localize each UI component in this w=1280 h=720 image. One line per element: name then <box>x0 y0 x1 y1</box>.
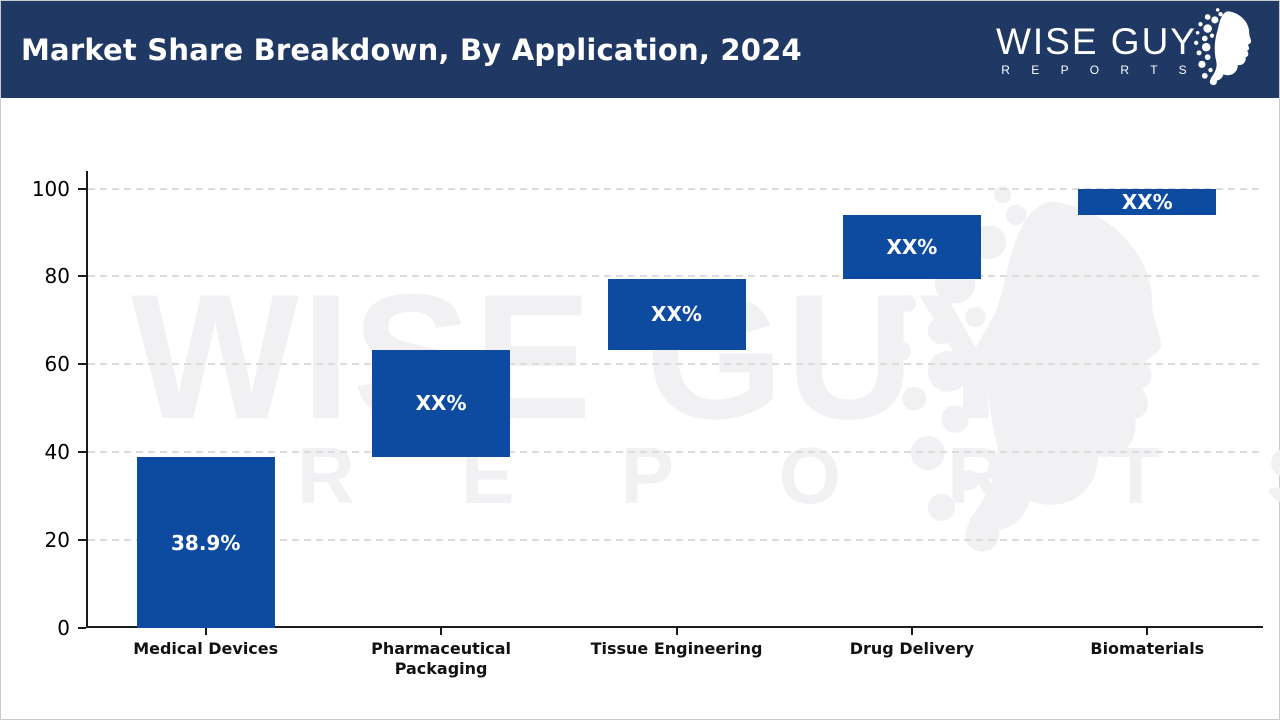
x-axis-tick-pharmaceutical-packaging <box>440 628 443 635</box>
bar-tissue-engineering: XX% <box>607 279 746 350</box>
y-tick-label-0: 0 <box>57 616 70 640</box>
y-axis-tick-0 <box>78 627 86 629</box>
header: Market Share Breakdown, By Application, … <box>1 1 1279 98</box>
gridline-100 <box>88 187 1263 190</box>
y-tick-label-60: 60 <box>44 352 70 377</box>
wiseguy-logo-text: WISE GUY R E P O R T S <box>995 20 1197 77</box>
x-axis-tick-drug-delivery <box>910 628 913 635</box>
y-axis-tick-40 <box>78 451 86 454</box>
y-tick-label-80: 80 <box>44 264 70 289</box>
bar-value-label-biomaterials: XX% <box>1121 189 1173 214</box>
y-axis-tick-20 <box>78 539 86 542</box>
x-axis-tick-tissue-engineering <box>675 628 678 635</box>
bar-medical-devices: 38.9% <box>136 457 275 628</box>
gridline-40 <box>88 451 1263 454</box>
gridline-20 <box>88 539 1263 542</box>
x-category-label-pharmaceutical-packaging: Pharmaceutical Packaging <box>371 639 512 678</box>
bar-value-label-medical-devices: 38.9% <box>170 530 241 555</box>
bar-value-label-pharmaceutical-packaging: XX% <box>415 391 467 416</box>
y-axis-tick-100 <box>78 187 86 190</box>
y-tick-label-20: 20 <box>44 528 70 553</box>
x-axis-tick-biomaterials <box>1146 628 1149 635</box>
x-category-label-tissue-engineering: Tissue Engineering <box>590 639 763 658</box>
bar-drug-delivery: XX% <box>842 215 981 280</box>
x-axis-tick-medical-devices <box>204 628 207 635</box>
bar-biomaterials: XX% <box>1078 188 1217 216</box>
y-axis-tick-80 <box>78 275 86 278</box>
x-category-label-biomaterials: Biomaterials <box>1090 639 1205 658</box>
wiseguy-face-icon <box>1183 7 1261 93</box>
gridline-60 <box>88 363 1263 366</box>
gridline-80 <box>88 275 1263 278</box>
bar-value-label-drug-delivery: XX% <box>886 235 938 260</box>
y-tick-label-40: 40 <box>44 440 70 465</box>
x-category-label-drug-delivery: Drug Delivery <box>849 639 975 658</box>
chart-title: Market Share Breakdown, By Application, … <box>21 32 802 67</box>
logo-brand-subtitle: R E P O R T S <box>1001 62 1196 77</box>
wiseguy-logo: WISE GUY R E P O R T S <box>996 7 1261 93</box>
y-axis-tick-60 <box>78 363 86 366</box>
logo-brand-name: WISE GUY <box>995 20 1197 62</box>
y-tick-label-100: 100 <box>31 176 70 201</box>
watermark-text-line1: WISE GUY <box>131 257 1038 456</box>
bar-value-label-tissue-engineering: XX% <box>651 302 702 327</box>
plot-area: 0 20 40 60 80 100 38.9% Medical Devices XX% Pharm… <box>32 171 1263 678</box>
chart-region: WISE GUY R E P O R T S 0 20 40 60 80 100 38.9%… <box>1 98 1280 719</box>
bar-pharmaceutical-packaging: XX% <box>372 349 511 458</box>
x-category-label-medical-devices: Medical Devices <box>133 639 279 658</box>
